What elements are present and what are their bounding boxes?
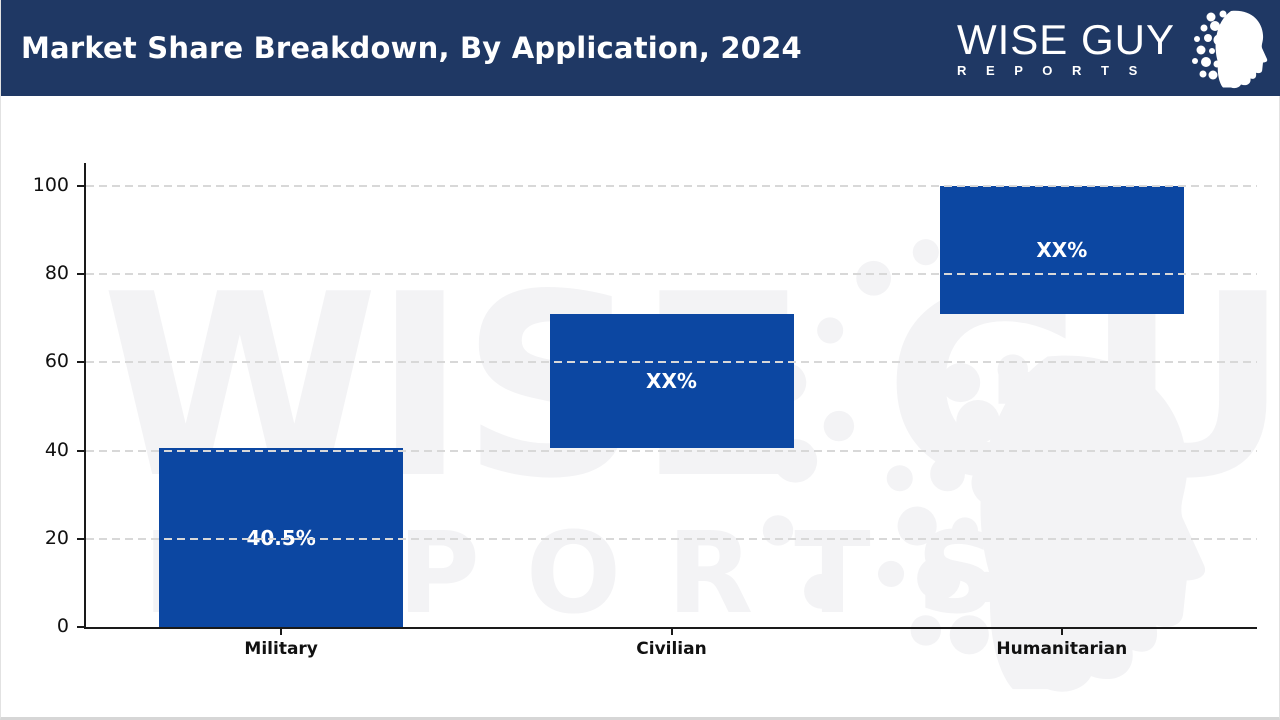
x-axis-label-civilian: Civilian bbox=[636, 639, 707, 659]
header-bar: Market Share Breakdown, By Application, … bbox=[1, 0, 1280, 96]
y-tick-label-0: 0 bbox=[56, 615, 69, 637]
wiseguy-logo: WISE GUY R E P O R T S bbox=[957, 7, 1269, 89]
bar-value-label-civilian: XX% bbox=[646, 369, 697, 394]
y-tick-60 bbox=[77, 361, 86, 364]
logo-text: WISE GUY R E P O R T S bbox=[956, 15, 1175, 78]
bar-value-label-military: 40.5% bbox=[246, 525, 316, 550]
x-axis-spine bbox=[84, 627, 1257, 629]
y-tick-label-100: 100 bbox=[32, 174, 69, 196]
y-tick-label-60: 60 bbox=[44, 350, 69, 373]
bar-humanitarian: XX% bbox=[939, 186, 1184, 314]
bar-military: 40.5% bbox=[159, 448, 404, 627]
y-tick-label-80: 80 bbox=[44, 262, 69, 285]
x-axis-label-humanitarian: Humanitarian bbox=[996, 639, 1128, 659]
bar-civilian: XX% bbox=[549, 313, 794, 449]
watermark-face-icon bbox=[762, 228, 1206, 692]
y-tick-100 bbox=[77, 185, 86, 187]
y-tick-20 bbox=[77, 537, 86, 540]
wiseguy-face-icon bbox=[1192, 10, 1268, 89]
y-tick-40 bbox=[77, 449, 86, 452]
x-tick-civilian bbox=[670, 627, 673, 635]
y-tick-label-40: 40 bbox=[44, 438, 69, 461]
bar-value-label-humanitarian: XX% bbox=[1036, 237, 1088, 262]
x-tick-humanitarian bbox=[1060, 627, 1063, 635]
logo-wordmark: WISE GUY bbox=[956, 15, 1175, 63]
logo-subtitle: R E P O R T S bbox=[956, 62, 1146, 78]
page-title: Market Share Breakdown, By Application, … bbox=[21, 31, 802, 65]
y-tick-0 bbox=[77, 626, 86, 628]
x-tick-military bbox=[280, 627, 283, 635]
x-axis-label-military: Military bbox=[244, 639, 318, 659]
y-tick-80 bbox=[77, 273, 86, 276]
y-axis-spine bbox=[84, 163, 86, 629]
y-tick-label-20: 20 bbox=[44, 526, 69, 549]
